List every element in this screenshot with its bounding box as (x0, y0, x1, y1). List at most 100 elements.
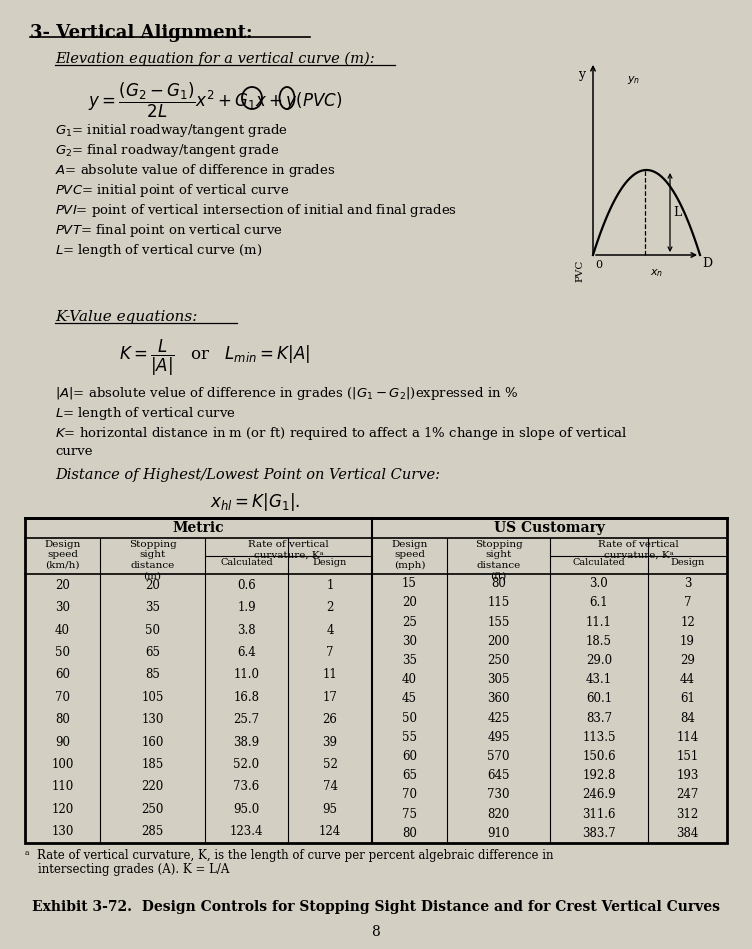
Text: 151: 151 (676, 750, 699, 763)
Text: 130: 130 (51, 826, 74, 838)
Text: 730: 730 (487, 789, 510, 802)
Text: 193: 193 (676, 770, 699, 782)
Text: Stopping
sight
distance
(ft): Stopping sight distance (ft) (475, 540, 523, 580)
Text: 70: 70 (55, 691, 70, 704)
Text: 25: 25 (402, 616, 417, 628)
Text: 150.6: 150.6 (582, 750, 616, 763)
Text: 18.5: 18.5 (586, 635, 612, 648)
Text: 3.8: 3.8 (237, 623, 256, 637)
Text: 113.5: 113.5 (582, 731, 616, 744)
Text: Design: Design (670, 558, 705, 567)
Text: $x_{hl} = K|G_1|.$: $x_{hl} = K|G_1|.$ (210, 491, 300, 513)
Text: 105: 105 (141, 691, 164, 704)
Text: 192.8: 192.8 (582, 770, 616, 782)
Text: 19: 19 (680, 635, 695, 648)
Text: Exhibit 3-72.  Design Controls for Stopping Sight Distance and for Crest Vertica: Exhibit 3-72. Design Controls for Stoppi… (32, 900, 720, 914)
Text: 75: 75 (402, 808, 417, 821)
Text: 110: 110 (51, 780, 74, 793)
Text: 6.4: 6.4 (237, 646, 256, 659)
Text: 305: 305 (487, 673, 510, 686)
Text: 50: 50 (55, 646, 70, 659)
Text: 383.7: 383.7 (582, 827, 616, 840)
Text: 55: 55 (402, 731, 417, 744)
Text: 85: 85 (145, 668, 160, 681)
Text: intersecting grades (A). K = L/A: intersecting grades (A). K = L/A (38, 863, 229, 876)
Text: 80: 80 (55, 714, 70, 726)
Text: 246.9: 246.9 (582, 789, 616, 802)
Text: $L$= length of vertical curve (m): $L$= length of vertical curve (m) (55, 242, 262, 259)
Text: 4: 4 (326, 623, 334, 637)
Text: 35: 35 (145, 601, 160, 614)
Text: 20: 20 (55, 579, 70, 592)
Text: 2: 2 (326, 601, 334, 614)
Text: $K$= horizontal distance in m (or ft) required to affect a 1% change in slope of: $K$= horizontal distance in m (or ft) re… (55, 425, 628, 442)
Text: $PVI$= point of vertical intersection of initial and final grades: $PVI$= point of vertical intersection of… (55, 202, 457, 219)
Text: 95: 95 (323, 803, 338, 816)
Text: 820: 820 (487, 808, 510, 821)
Text: 15: 15 (402, 577, 417, 590)
Bar (25, 518, 727, 843)
Text: 360: 360 (487, 693, 510, 705)
Text: 155: 155 (487, 616, 510, 628)
Text: 17: 17 (323, 691, 338, 704)
Text: $A$= absolute value of difference in grades: $A$= absolute value of difference in gra… (55, 162, 335, 179)
Text: 285: 285 (141, 826, 164, 838)
Text: $PVC$= initial point of vertical curve: $PVC$= initial point of vertical curve (55, 182, 290, 199)
Text: 220: 220 (141, 780, 164, 793)
Text: 160: 160 (141, 735, 164, 749)
Text: L: L (673, 206, 681, 219)
Text: 124: 124 (319, 826, 341, 838)
Text: 123.4: 123.4 (230, 826, 263, 838)
Text: 311.6: 311.6 (582, 808, 616, 821)
Text: curve: curve (55, 445, 92, 458)
Text: 73.6: 73.6 (233, 780, 259, 793)
Text: 60: 60 (402, 750, 417, 763)
Text: 425: 425 (487, 712, 510, 725)
Text: 247: 247 (676, 789, 699, 802)
Text: 70: 70 (402, 789, 417, 802)
Text: 20: 20 (145, 579, 160, 592)
Text: Design: Design (313, 558, 347, 567)
Text: 74: 74 (323, 780, 338, 793)
Text: 26: 26 (323, 714, 338, 726)
Text: 120: 120 (51, 803, 74, 816)
Text: 250: 250 (141, 803, 164, 816)
Text: 1.9: 1.9 (237, 601, 256, 614)
Text: 11.1: 11.1 (586, 616, 612, 628)
Text: 7: 7 (684, 596, 691, 609)
Text: 3: 3 (684, 577, 691, 590)
Text: 40: 40 (402, 673, 417, 686)
Text: 95.0: 95.0 (233, 803, 259, 816)
Text: 200: 200 (487, 635, 510, 648)
Text: 60.1: 60.1 (586, 693, 612, 705)
Text: 30: 30 (55, 601, 70, 614)
Text: $G_2$= final roadway/tangent grade: $G_2$= final roadway/tangent grade (55, 142, 279, 159)
Text: 6.1: 6.1 (590, 596, 608, 609)
Text: ᵃ  Rate of vertical curvature, K, is the length of curve per percent algebraic d: ᵃ Rate of vertical curvature, K, is the … (25, 849, 553, 862)
Text: Metric: Metric (173, 521, 224, 535)
Text: 3.0: 3.0 (590, 577, 608, 590)
Text: 90: 90 (55, 735, 70, 749)
Text: 7: 7 (326, 646, 334, 659)
Text: 65: 65 (145, 646, 160, 659)
Text: Design
speed
(mph): Design speed (mph) (391, 540, 428, 570)
Text: 25.7: 25.7 (233, 714, 259, 726)
Text: 115: 115 (487, 596, 510, 609)
Text: K-Value equations:: K-Value equations: (55, 310, 197, 324)
Text: 100: 100 (51, 758, 74, 771)
Text: $L$= length of vertical curve: $L$= length of vertical curve (55, 405, 236, 422)
Text: 8: 8 (371, 925, 381, 939)
Text: 40: 40 (55, 623, 70, 637)
Text: 250: 250 (487, 654, 510, 667)
Text: $G_1$= initial roadway/tangent grade: $G_1$= initial roadway/tangent grade (55, 122, 288, 139)
Text: 80: 80 (491, 577, 506, 590)
Text: 645: 645 (487, 770, 510, 782)
Text: 384: 384 (676, 827, 699, 840)
Text: $|A|$= absolute velue of difference in grades ($|G_1 - G_2|$)expressed in %: $|A|$= absolute velue of difference in g… (55, 385, 518, 402)
Text: Stopping
sight
distance
(m): Stopping sight distance (m) (129, 540, 177, 580)
Text: 12: 12 (680, 616, 695, 628)
Text: 3- Vertical Alignment:: 3- Vertical Alignment: (30, 24, 253, 42)
Text: 0: 0 (595, 260, 602, 270)
Text: $y_n$: $y_n$ (626, 74, 640, 86)
Text: 60: 60 (55, 668, 70, 681)
